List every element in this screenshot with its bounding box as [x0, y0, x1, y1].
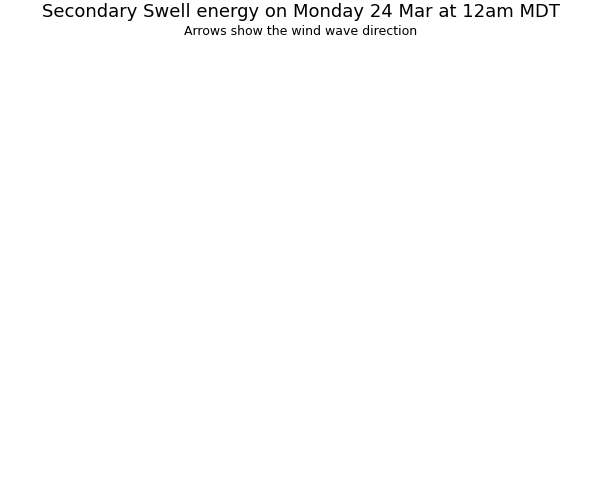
Text: Map requires cartopy: Map requires cartopy [197, 255, 404, 273]
Text: Arrows show the wind wave direction: Arrows show the wind wave direction [184, 25, 417, 38]
Text: Secondary Swell energy on Monday 24 Mar at 12am MDT: Secondary Swell energy on Monday 24 Mar … [41, 3, 560, 21]
